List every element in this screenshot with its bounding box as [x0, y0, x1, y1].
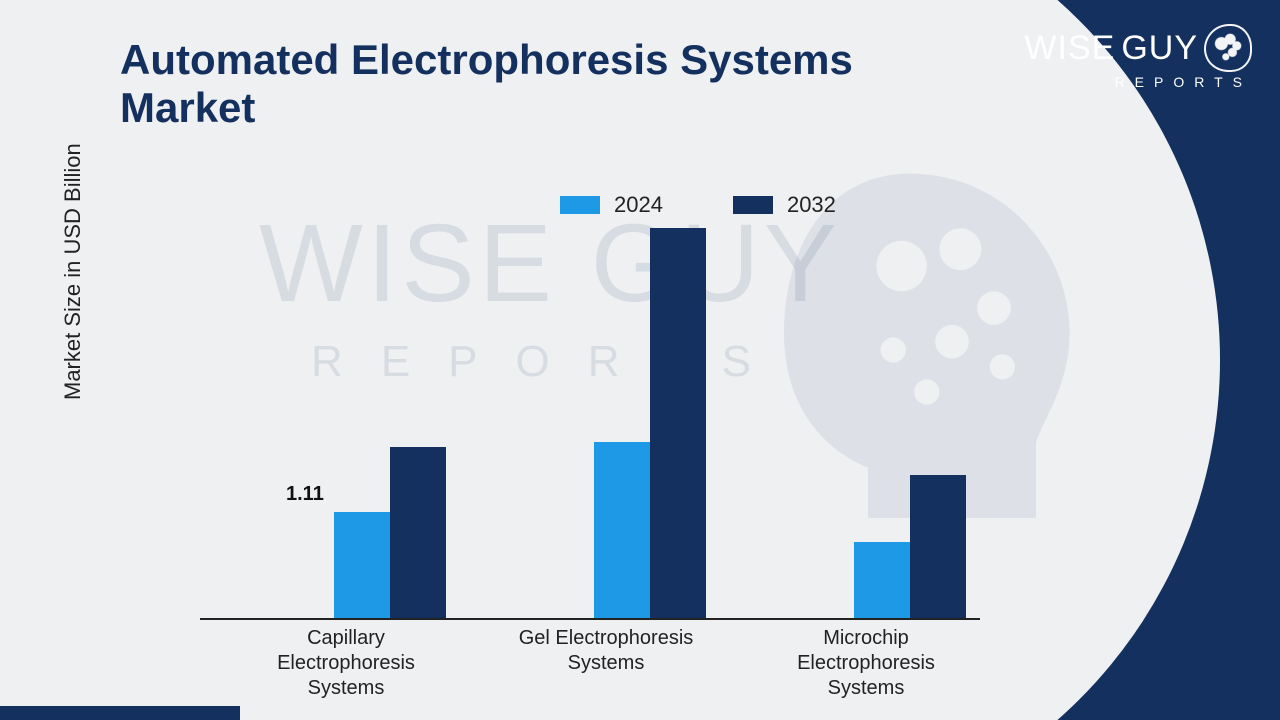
- y-axis-label: Market Size in USD Billion: [60, 143, 86, 400]
- bar-group: [550, 228, 750, 618]
- bar-series2: [910, 475, 966, 618]
- bar-series2: [650, 228, 706, 618]
- bottom-accent-bar: [0, 706, 240, 720]
- brand-word-1: WISE: [1024, 29, 1115, 68]
- chart-title: Automated Electrophoresis Systems Market: [120, 36, 880, 133]
- legend-swatch-2024: [560, 196, 600, 214]
- brand-subline: REPORTS: [1024, 74, 1252, 90]
- infographic-stage: WISE GUY REPORTS WISE GUY REPORTS Automa…: [0, 0, 1280, 720]
- legend: 2024 2032: [560, 192, 836, 218]
- bar-group: [290, 447, 490, 618]
- brand-logo: WISE GUY REPORTS: [1024, 24, 1252, 90]
- brain-head-icon: [1204, 24, 1252, 72]
- bar-chart: Capillary Electrophoresis Systems1.11Gel…: [120, 220, 980, 640]
- legend-label-2032: 2032: [787, 192, 836, 218]
- value-label: 1.11: [286, 483, 324, 506]
- legend-label-2024: 2024: [614, 192, 663, 218]
- legend-item-2024: 2024: [560, 192, 663, 218]
- category-label: Capillary Electrophoresis Systems: [236, 626, 456, 701]
- bar-series1: [594, 442, 650, 618]
- plot-area: Capillary Electrophoresis Systems1.11Gel…: [200, 220, 980, 620]
- brand-word-2: GUY: [1121, 29, 1198, 68]
- bar-series1: [334, 512, 390, 618]
- bar-series1: [854, 542, 910, 618]
- category-label: Microchip Electrophoresis Systems: [756, 626, 976, 701]
- legend-swatch-2032: [733, 196, 773, 214]
- category-label: Gel Electrophoresis Systems: [496, 626, 716, 676]
- legend-item-2032: 2032: [733, 192, 836, 218]
- bar-series2: [390, 447, 446, 618]
- bar-group: [810, 475, 1010, 618]
